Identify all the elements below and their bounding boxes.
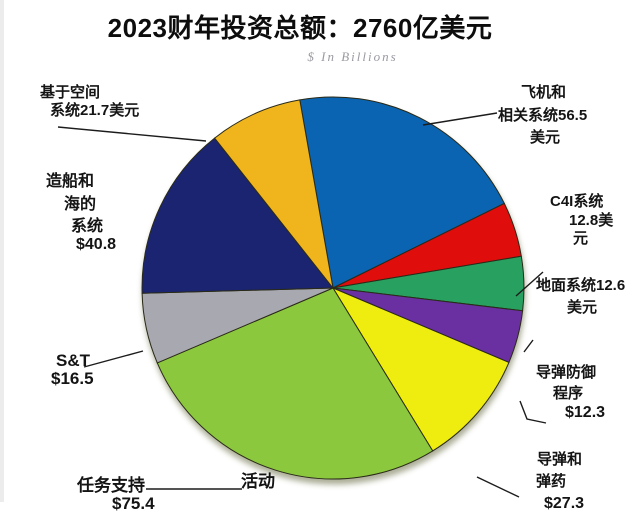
leader-lines	[57, 112, 547, 498]
label-space-based-line1: 基于空间	[40, 84, 101, 101]
label-aircraft-line3: 美元	[530, 129, 561, 146]
leader-line-ground-systems	[515, 271, 544, 297]
label-mission-support-value-clipped: $75.4	[112, 494, 155, 513]
label-aircraft-line1: 飞机和	[521, 84, 567, 101]
label-ground-systems-line2: 美元	[567, 299, 598, 316]
label-mission-support-line1: 任务支持	[77, 476, 145, 495]
label-c4i-line3: 元	[573, 230, 589, 247]
label-shipbuilding-line2: 海的	[64, 196, 97, 213]
chart-title: 2023财年投资总额：2760亿美元	[107, 13, 493, 43]
label-missile-defense-line1: 导弹防御	[536, 364, 597, 381]
leader-line-space-based-systems	[57, 126, 207, 142]
label-aircraft-line2: 相关系统56.5	[498, 107, 588, 124]
label-space-based-line2: 系统21.7美元	[50, 102, 140, 119]
pie-slice-space-based-systems	[213, 99, 334, 289]
label-science-technology-line1: S&T	[56, 351, 90, 370]
label-shipbuilding-line3: 系统	[71, 218, 104, 235]
label-shipbuilding-value: $40.8	[76, 236, 117, 253]
pie-chart	[57, 96, 547, 498]
leader-line-science-technology	[83, 350, 144, 368]
image-left-edge	[0, 0, 4, 502]
label-missile-defense-value: $12.3	[565, 404, 606, 421]
label-missile-defense-line2: 程序	[553, 385, 584, 402]
label-c4i-line2: 12.8美	[569, 212, 614, 229]
label-missiles-line1: 导弹和	[537, 451, 583, 468]
label-c4i-line1: C4I系统	[550, 193, 604, 210]
pie-slices	[141, 96, 525, 480]
label-shipbuilding-line1: 造船和	[46, 173, 95, 190]
pie-slice-missiles-and-munitions	[331, 286, 510, 452]
leader-line-missile-defense	[523, 339, 534, 353]
pie-slice-mission-support-activities	[156, 287, 434, 480]
label-ground-systems-line1: 地面系统12.6	[536, 277, 626, 294]
label-science-technology-value: $16.5	[51, 369, 94, 388]
label-missiles-line2: 弹药	[536, 473, 567, 490]
label-mission-support-line2: 活动	[241, 472, 275, 491]
leader-line-missiles-munitions	[476, 476, 520, 498]
pie-slice-shipbuilding-and-maritime-systems	[141, 137, 335, 294]
chart-subtitle: $ In Billions	[307, 49, 398, 64]
leader-line-missile-defense-value	[519, 400, 547, 424]
label-missiles-value-clipped: $27.3	[544, 495, 585, 512]
leader-line-aircraft	[422, 112, 498, 126]
pie-slice-aircraft-and-related-systems	[299, 96, 505, 289]
